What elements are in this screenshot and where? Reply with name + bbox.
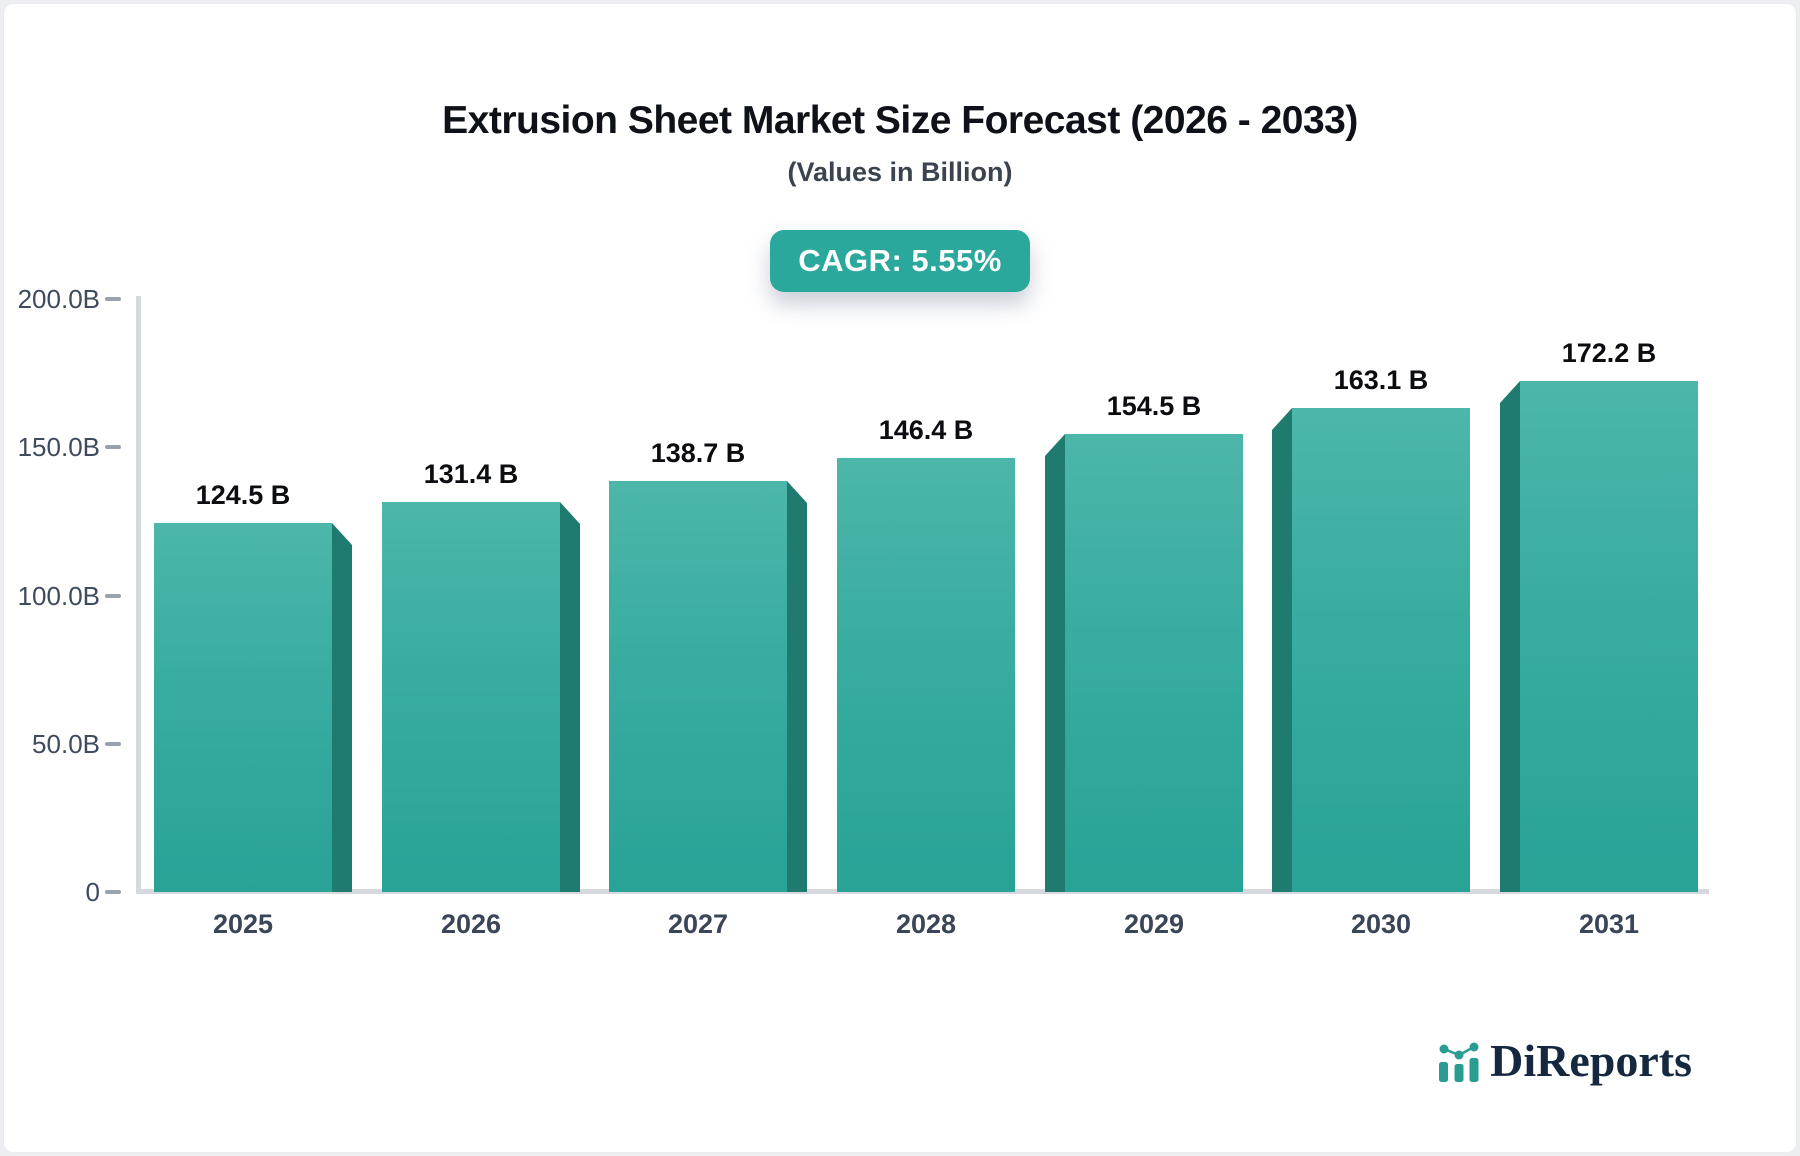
y-axis-line xyxy=(136,296,141,892)
x-axis-label: 2028 xyxy=(895,909,957,939)
chart-title: Extrusion Sheet Market Size Forecast (20… xyxy=(442,99,1358,142)
chart-card: Extrusion Sheet Market Size Forecast (20… xyxy=(3,3,1797,1153)
bar xyxy=(154,523,332,892)
bar-value-label: 163.1 B xyxy=(1333,365,1429,395)
direports-logo-text: DiReports xyxy=(1490,1035,1692,1086)
y-axis-tick xyxy=(105,890,121,894)
bar-side-3d xyxy=(1272,408,1292,892)
cagr-badge-row: CAGR: 5.55% xyxy=(44,230,1756,292)
bar-value-label: 154.5 B xyxy=(1106,391,1202,421)
x-axis-label: 2027 xyxy=(667,909,729,939)
bar-side-3d xyxy=(787,481,807,892)
y-axis-tick xyxy=(105,445,121,450)
bar-side-3d xyxy=(1045,434,1065,892)
bar xyxy=(382,502,560,892)
y-axis-label: 0 xyxy=(85,877,100,907)
direports-logo-icon xyxy=(1439,1042,1479,1082)
x-axis-label: 2030 xyxy=(1350,909,1412,939)
bar-value-label: 172.2 B xyxy=(1561,338,1657,368)
y-axis-label: 150.0B xyxy=(17,432,100,463)
y-axis-label: 200.0B xyxy=(17,284,100,314)
bar-value-label: 138.7 B xyxy=(650,438,746,468)
x-axis-label: 2029 xyxy=(1123,909,1185,939)
y-axis-label: 100.0B xyxy=(17,580,100,611)
y-axis-tick xyxy=(105,297,121,301)
bar xyxy=(1065,434,1243,892)
y-axis-tick xyxy=(105,741,121,746)
bar xyxy=(609,481,787,892)
bar-value-label: 131.4 B xyxy=(423,459,519,489)
bar-side-3d xyxy=(560,502,580,892)
y-axis-label: 50.0B xyxy=(32,728,100,759)
x-axis-label: 2031 xyxy=(1578,909,1640,939)
bar-side-3d xyxy=(1500,381,1520,892)
y-axis-tick xyxy=(105,593,121,598)
bar xyxy=(1292,408,1470,892)
bar-value-label: 124.5 B xyxy=(195,480,291,510)
bar-value-label: 146.4 B xyxy=(878,415,974,445)
bar xyxy=(837,458,1015,892)
direports-logo: DiReports xyxy=(1437,1038,1692,1084)
cagr-badge: CAGR: 5.55% xyxy=(770,230,1030,292)
bar-side-3d xyxy=(332,523,352,892)
x-axis-label: 2025 xyxy=(212,909,274,939)
x-axis-label: 2026 xyxy=(440,909,502,939)
chart-subtitle: (Values in Billion) xyxy=(787,157,1013,187)
chart-header: Extrusion Sheet Market Size Forecast (20… xyxy=(44,4,1756,292)
bar-chart-plot: 200.0B 150.0B 100.0B 50.0B 0 124.5 B 2025 131.4… xyxy=(4,4,1798,1154)
bar xyxy=(1520,381,1698,892)
